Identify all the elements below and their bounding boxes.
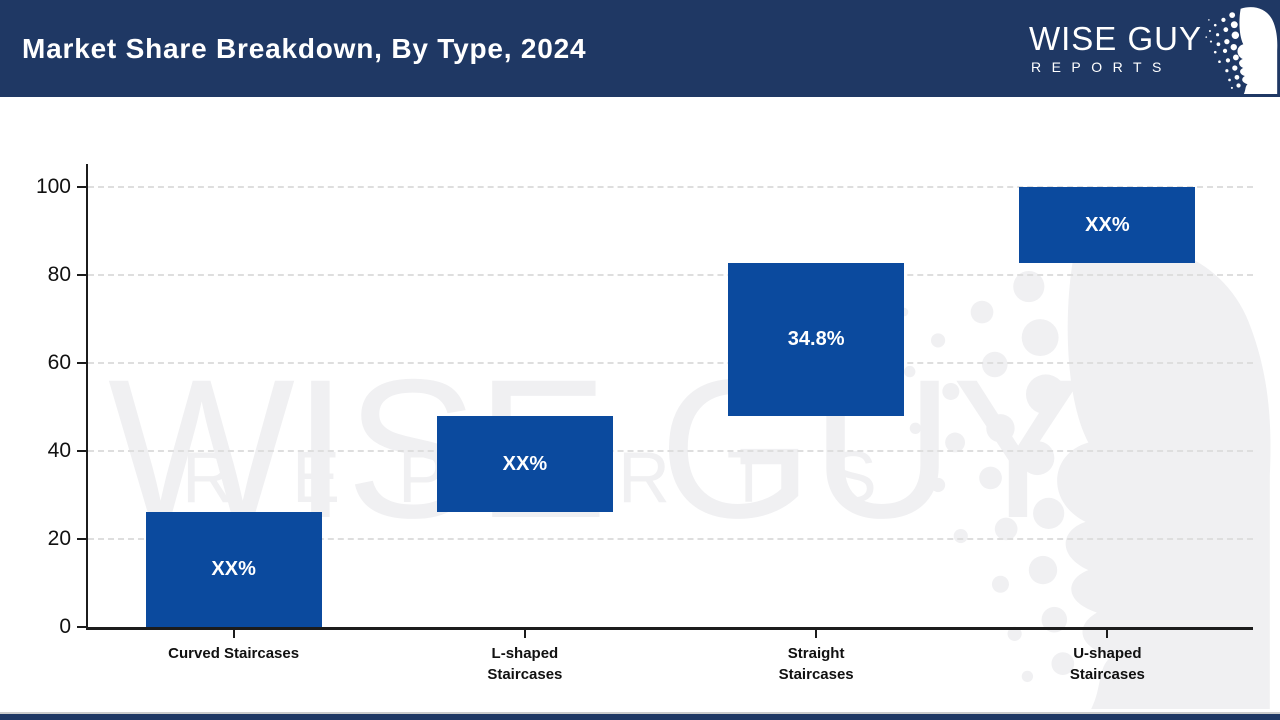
y-tick-0	[77, 626, 86, 628]
logo-brand-name: WISE GUY	[1028, 20, 1202, 57]
y-tick-20	[77, 538, 86, 540]
y-axis-line	[86, 164, 88, 629]
x-category-label-u-shaped-staircases: U-shaped Staircases	[1069, 645, 1145, 683]
plot-area: 0 20 40 60 80 100 XX% Curved Staircases XX% L-sha…	[36, 164, 1253, 683]
bar-u-shaped-staircases: XX%	[1019, 187, 1196, 264]
x-category-label-l-shaped-staircases: L-shaped Staircases	[487, 645, 563, 683]
y-tick-label-0: 0	[59, 615, 71, 638]
x-tick-u-shaped-staircases	[1106, 629, 1109, 638]
logo-wordmark: WISE GUY REPORTS	[1029, 22, 1202, 75]
y-tick-60	[77, 362, 86, 364]
y-tick-80	[77, 274, 86, 276]
bar-value-label: XX%	[211, 558, 256, 581]
x-category-label-straight-staircases: Straight Staircases	[778, 645, 854, 683]
x-category-label-curved-staircases: Curved Staircases	[168, 645, 300, 662]
bar-l-shaped-staircases: XX%	[436, 416, 613, 513]
y-tick-label-20: 20	[47, 527, 71, 550]
gridline-80	[88, 274, 1253, 276]
bar-value-label: XX%	[1085, 213, 1130, 236]
x-tick-curved-staircases	[232, 629, 235, 638]
watermark-head-icon	[845, 227, 1275, 709]
y-tick-40	[77, 450, 86, 452]
y-tick-label-100: 100	[35, 175, 71, 198]
x-axis-line	[86, 627, 1253, 630]
bar-value-label: XX%	[502, 452, 548, 475]
y-tick-label-60: 60	[47, 351, 71, 374]
page-title: Market Share Breakdown, By Type, 2024	[22, 32, 587, 64]
y-tick-label-40: 40	[47, 439, 71, 462]
logo: WISE GUY REPORTS	[1029, 0, 1280, 97]
bar-curved-staircases: XX%	[145, 512, 322, 627]
gridline-60	[88, 362, 1253, 364]
x-tick-straight-staircases	[815, 629, 818, 638]
bar-value-label: 34.8%	[787, 328, 845, 351]
x-tick-l-shaped-staircases	[523, 629, 526, 638]
bar-straight-staircases: 34.8%	[728, 263, 905, 417]
footer-bar	[0, 712, 1280, 720]
header: Market Share Breakdown, By Type, 2024 WI…	[0, 0, 1280, 97]
gridline-100	[88, 186, 1253, 188]
y-tick-label-80: 80	[47, 263, 71, 286]
y-tick-100	[77, 186, 86, 188]
gridline-40	[88, 450, 1253, 452]
logo-brand-sub: REPORTS	[1030, 59, 1172, 75]
logo-face-icon	[1190, 4, 1280, 94]
gridline-20	[88, 538, 1253, 540]
